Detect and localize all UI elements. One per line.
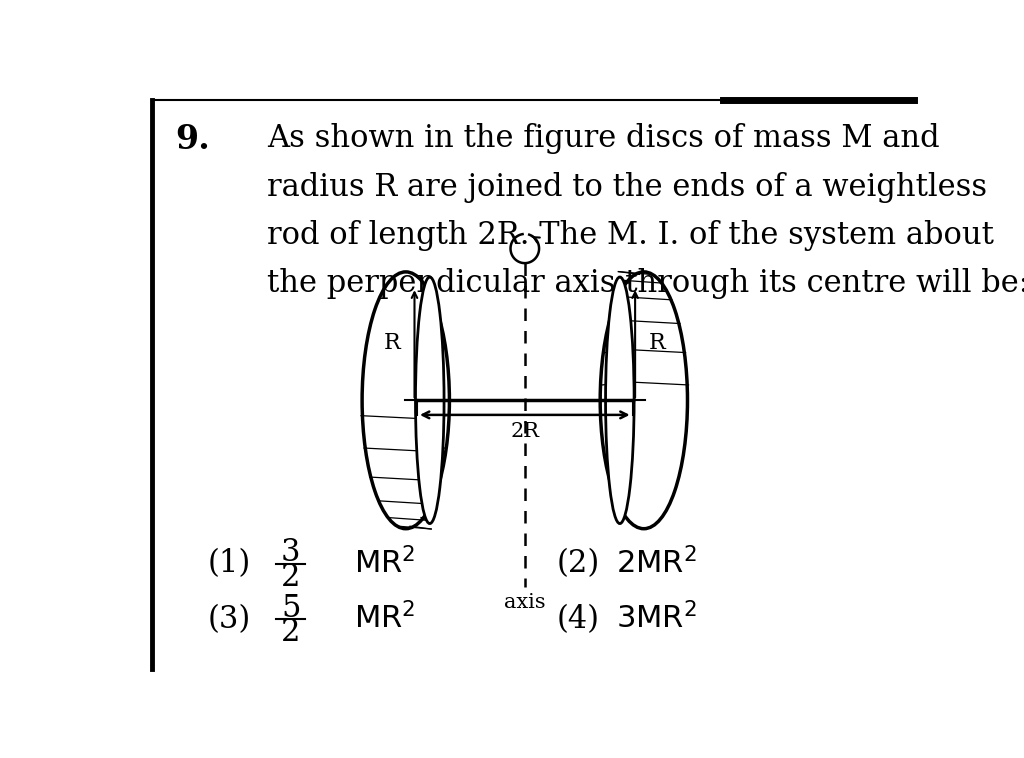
- Text: R: R: [649, 331, 666, 353]
- Text: R: R: [384, 331, 400, 353]
- Text: rod of length 2R. The M. I. of the system about: rod of length 2R. The M. I. of the syste…: [267, 220, 993, 251]
- Text: 3: 3: [281, 537, 300, 568]
- Ellipse shape: [605, 277, 634, 524]
- Ellipse shape: [416, 277, 444, 524]
- Text: 5: 5: [281, 593, 300, 624]
- Text: radius R are joined to the ends of a weightless: radius R are joined to the ends of a wei…: [267, 171, 987, 202]
- Text: 2R: 2R: [510, 422, 540, 441]
- Text: (1): (1): [207, 548, 251, 579]
- Text: $\mathrm{MR}^2$: $\mathrm{MR}^2$: [354, 603, 416, 635]
- Text: axis: axis: [504, 593, 546, 612]
- Text: (2): (2): [557, 548, 600, 579]
- Text: As shown in the figure discs of mass M and: As shown in the figure discs of mass M a…: [267, 123, 939, 154]
- Text: the perpendicular axis through its centre will be:-: the perpendicular axis through its centr…: [267, 268, 1024, 299]
- Text: 9.: 9.: [176, 123, 211, 156]
- Text: $\mathrm{MR}^2$: $\mathrm{MR}^2$: [354, 547, 416, 580]
- Text: 2: 2: [281, 617, 300, 648]
- Text: $\mathrm{3MR}^2$: $\mathrm{3MR}^2$: [616, 603, 696, 635]
- Text: $\mathrm{2MR}^2$: $\mathrm{2MR}^2$: [616, 547, 696, 580]
- Text: 2: 2: [281, 562, 300, 593]
- Text: (3): (3): [207, 603, 251, 634]
- Text: (4): (4): [557, 603, 599, 634]
